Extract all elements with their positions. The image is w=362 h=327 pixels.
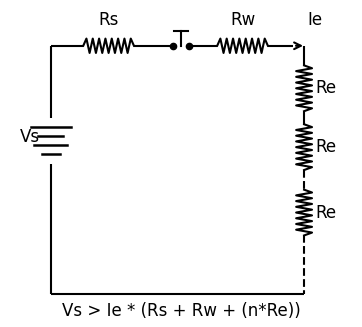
Text: Vs: Vs [20,128,40,146]
Text: Ie: Ie [308,11,323,29]
Text: Vs > Ie * (Rs + Rw + (n*Re)): Vs > Ie * (Rs + Rw + (n*Re)) [62,302,300,320]
Text: Rw: Rw [230,11,255,29]
Text: Re: Re [315,79,336,97]
Text: Re: Re [315,138,336,156]
Text: Rs: Rs [98,11,119,29]
Text: Re: Re [315,203,336,222]
